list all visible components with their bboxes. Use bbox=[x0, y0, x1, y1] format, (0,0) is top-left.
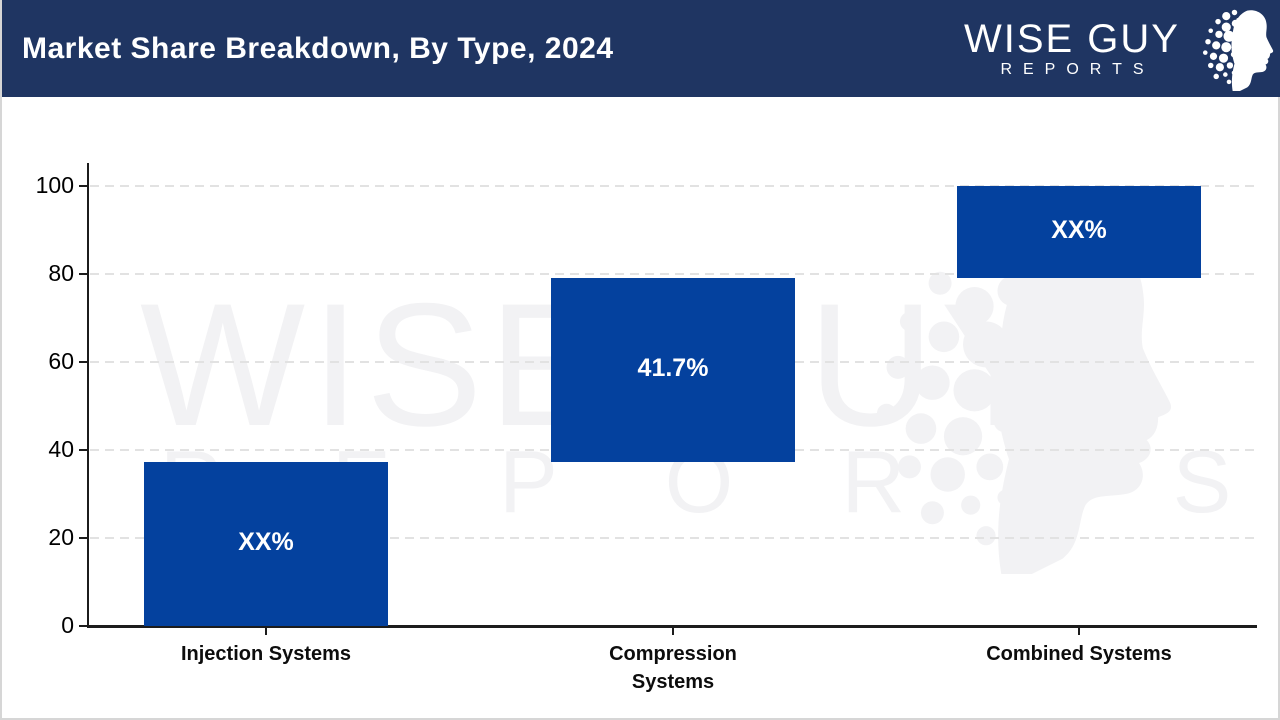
bar-value-label: XX% bbox=[1051, 216, 1107, 245]
x-axis-category-label: Combined Systems bbox=[919, 640, 1239, 668]
x-axis-category-label-line: Compression bbox=[609, 643, 737, 665]
wiseguy-logo: WISE GUY REPORTS bbox=[964, 7, 1276, 91]
wiseguy-face-icon bbox=[1182, 7, 1276, 91]
x-axis-category-label: Injection Systems bbox=[106, 640, 426, 668]
y-axis-tick-label: 20 bbox=[48, 524, 74, 550]
y-axis-tick bbox=[79, 185, 87, 187]
y-axis-tick-label: 60 bbox=[48, 348, 74, 374]
y-axis-tick bbox=[79, 537, 87, 539]
gridline bbox=[90, 273, 1257, 275]
y-axis-tick bbox=[79, 625, 87, 627]
bar bbox=[957, 186, 1201, 279]
y-axis-tick bbox=[79, 449, 87, 451]
wiseguy-logo-text: WISE GUY REPORTS bbox=[964, 19, 1180, 78]
logo-subtitle: REPORTS bbox=[1000, 61, 1155, 78]
y-axis-line bbox=[87, 163, 89, 627]
bar-value-label: 41.7% bbox=[637, 354, 709, 383]
x-axis-category-label-line: Injection Systems bbox=[180, 643, 352, 665]
y-axis-tick-label: 80 bbox=[48, 260, 74, 286]
x-axis-category-label-line: Combined Systems bbox=[986, 643, 1172, 665]
x-axis-tick bbox=[672, 627, 674, 635]
y-axis-tick bbox=[79, 361, 87, 363]
x-axis-tick bbox=[265, 627, 267, 635]
bar bbox=[551, 278, 795, 462]
gridline bbox=[90, 185, 1257, 187]
y-axis-tick-label: 100 bbox=[35, 172, 74, 198]
y-axis-tick-label: 0 bbox=[61, 612, 74, 638]
bar-value-label: XX% bbox=[238, 527, 294, 556]
logo-wordmark: WISE GUY bbox=[963, 17, 1180, 61]
bar bbox=[144, 461, 388, 626]
x-axis-category-label-line: Systems bbox=[631, 671, 715, 693]
y-axis-tick-label: 40 bbox=[48, 436, 74, 462]
x-axis-tick bbox=[1078, 627, 1080, 635]
gridline bbox=[90, 537, 1257, 539]
x-axis-category-label: Compression Systems bbox=[513, 640, 833, 696]
page-title: Market Share Breakdown, By Type, 2024 bbox=[22, 31, 614, 65]
x-axis-line bbox=[87, 625, 1257, 628]
header-bar: Market Share Breakdown, By Type, 2024 WI… bbox=[2, 0, 1280, 97]
y-axis-tick bbox=[79, 273, 87, 275]
